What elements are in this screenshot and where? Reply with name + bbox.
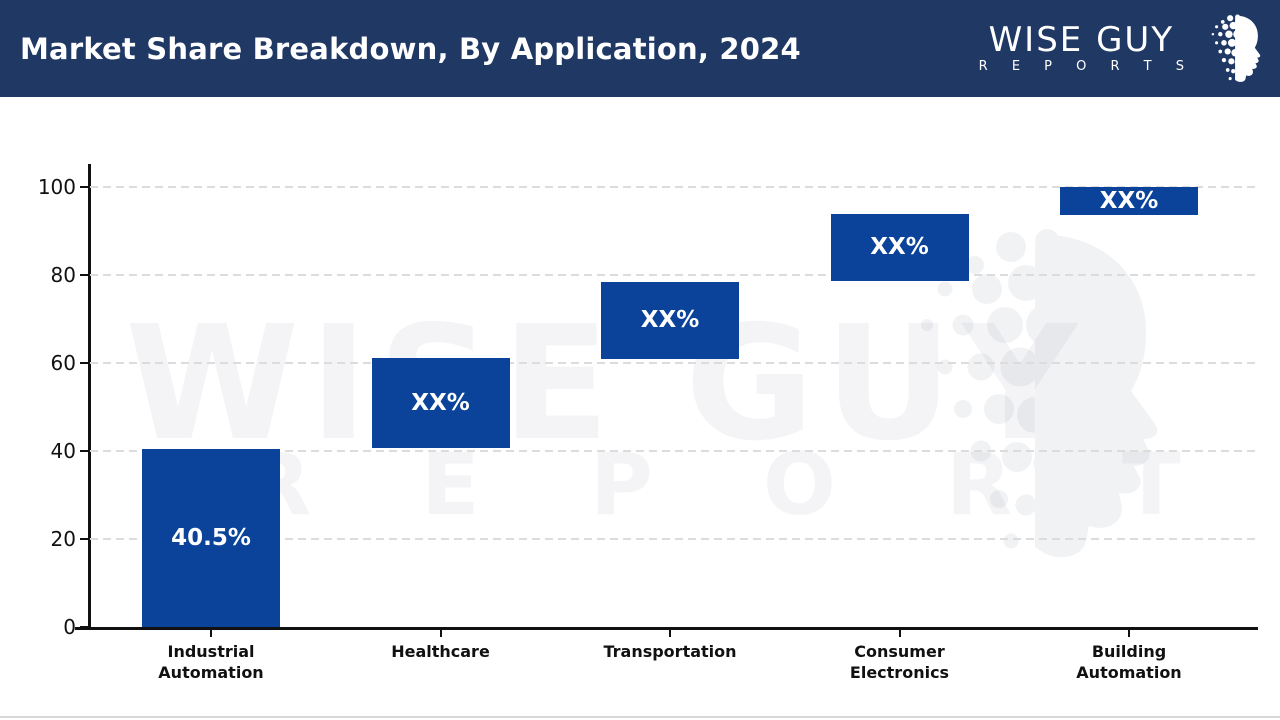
category-label: Consumer Electronics: [785, 641, 1015, 683]
category-label-line: Healthcare: [391, 642, 490, 661]
gridline-80: [90, 273, 1258, 276]
y-tick-label-80: 80: [50, 262, 76, 287]
x-axis-line: [75, 627, 1258, 630]
category-label-line: Consumer: [854, 642, 945, 661]
x-tick-3: [898, 629, 901, 637]
bar-segment: XX%: [601, 281, 739, 360]
category-label-line: Building: [1091, 642, 1167, 661]
gridline-100: [90, 185, 1258, 188]
category-label-line: Automation: [158, 663, 264, 682]
y-tick-0: [80, 626, 88, 628]
category-label: Transportation: [555, 641, 785, 662]
category-label: Healthcare: [326, 641, 556, 662]
bar-segment: XX%: [1060, 186, 1198, 215]
y-tick-label-20: 20: [50, 526, 76, 551]
page-title: Market Share Breakdown, By Application, …: [20, 31, 801, 66]
bottom-divider: [0, 716, 1280, 718]
y-axis-line: [88, 164, 91, 629]
category-label-line: Electronics: [849, 663, 950, 682]
plot-area: 0 20 40 60 80 100 40.5% Industrial Automation XX%…: [0, 97, 1280, 718]
dotted-face-icon: [1211, 13, 1261, 82]
header-bar: Market Share Breakdown, By Application, …: [0, 0, 1280, 97]
gridline-20: [90, 537, 1258, 540]
category-label: Industrial Automation: [96, 641, 326, 683]
bar-value-label: XX%: [870, 234, 929, 261]
wise-guy-reports-logo: WISE GUY R E P O R T S: [969, 12, 1280, 86]
y-tick-60: [80, 361, 88, 364]
gridline-60: [90, 361, 1258, 364]
x-tick-2: [669, 629, 671, 637]
y-tick-100: [80, 185, 88, 188]
y-tick-80: [80, 273, 88, 276]
bar-segment: XX%: [371, 358, 510, 448]
category-label-line: Transportation: [603, 642, 737, 661]
y-tick-40: [80, 449, 88, 452]
y-tick-label-100: 100: [37, 174, 76, 199]
x-tick-4: [1128, 629, 1130, 637]
logo-subtitle: R E P O R T S: [978, 58, 1194, 74]
logo-text: WISE GUY R E P O R T S: [969, 22, 1194, 76]
logo-wordmark: WISE GUY: [988, 19, 1175, 60]
bar-value-label: 40.5%: [171, 524, 251, 551]
category-label: Building Automation: [1014, 641, 1244, 683]
bar-segment: XX%: [830, 213, 969, 281]
bar-value-label: XX%: [1099, 187, 1159, 214]
bar-value-label: XX%: [640, 307, 700, 334]
gridline-40: [90, 449, 1258, 452]
y-tick-label-0: 0: [63, 615, 76, 639]
y-tick-label-40: 40: [50, 438, 76, 463]
bar-value-label: XX%: [411, 389, 470, 416]
category-label-line: Industrial: [167, 642, 255, 661]
y-tick-20: [80, 537, 88, 540]
category-label-line: Automation: [1076, 663, 1182, 682]
x-tick-1: [439, 629, 442, 637]
y-tick-label-60: 60: [50, 350, 76, 375]
x-tick-0: [210, 629, 212, 637]
bar-segment: 40.5%: [142, 448, 280, 627]
chart-area: WISE GUY R E P O R T S 0 20 40 60 80 100 40.5%…: [0, 97, 1280, 718]
